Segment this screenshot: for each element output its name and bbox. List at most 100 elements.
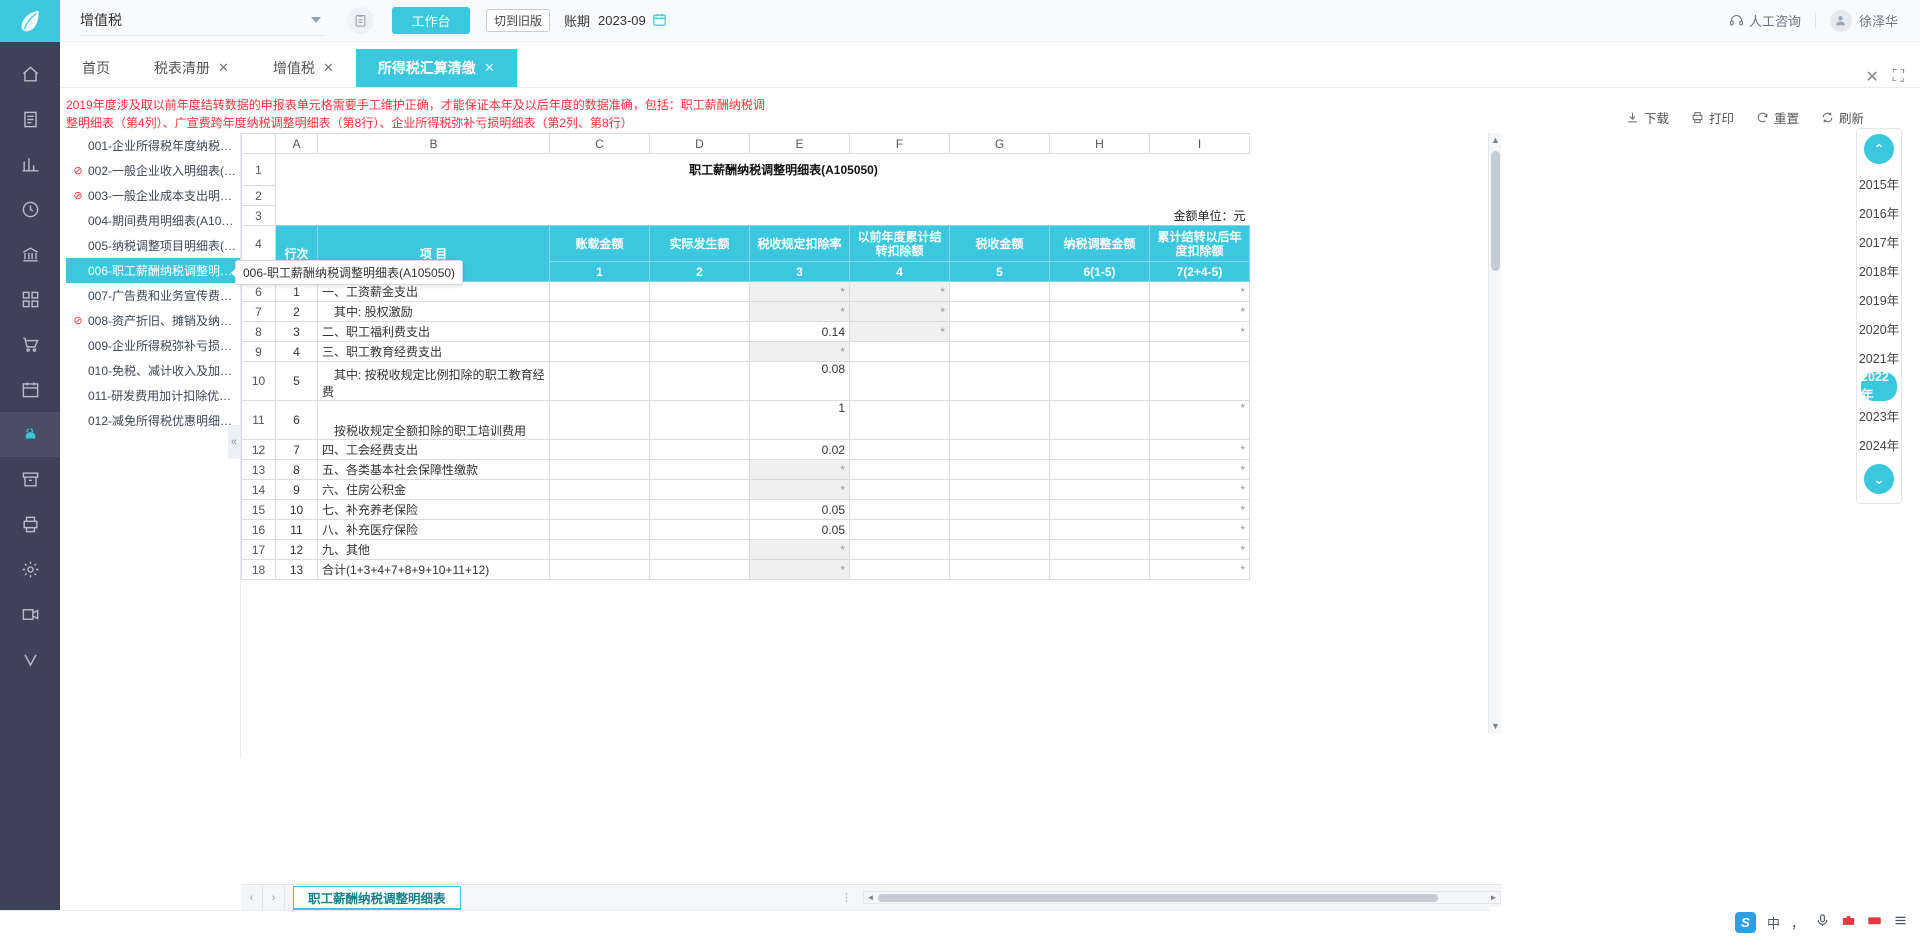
sheet-prev-button[interactable]: ‹: [241, 885, 263, 910]
cell-value[interactable]: *: [1149, 301, 1250, 322]
tab-tax-form-register[interactable]: 税表清册 ✕: [132, 49, 251, 87]
cell-value[interactable]: 1: [749, 400, 850, 440]
sheet-next-button[interactable]: ›: [263, 885, 285, 910]
cell-value[interactable]: [649, 459, 750, 480]
refresh-button[interactable]: 刷新: [1821, 108, 1864, 127]
form-list-item[interactable]: 009-企业所得税弥补亏损明...: [66, 333, 240, 358]
sidebar-item-clock[interactable]: [0, 187, 60, 232]
cell-value[interactable]: [649, 519, 750, 540]
cell-value[interactable]: *: [749, 281, 850, 302]
sidebar-item-bank[interactable]: [0, 232, 60, 277]
cell-value[interactable]: [1049, 341, 1150, 362]
cell-value[interactable]: [949, 361, 1050, 401]
form-list-item[interactable]: 001-企业所得税年度纳税申...: [66, 133, 240, 158]
sidebar-item-printer[interactable]: [0, 502, 60, 547]
cell-line-no[interactable]: 1: [275, 281, 318, 302]
col-header-C[interactable]: C: [549, 133, 650, 154]
cell-line-no[interactable]: 12: [275, 539, 318, 560]
cell-value[interactable]: [849, 341, 950, 362]
cell-value[interactable]: [1049, 519, 1150, 540]
sidebar-item-calendar[interactable]: [0, 367, 60, 412]
cell-value[interactable]: [1049, 400, 1150, 440]
cell-value[interactable]: [649, 321, 750, 342]
keyboard-icon[interactable]: [1867, 913, 1882, 931]
sidebar-collapse-handle[interactable]: «: [228, 425, 240, 459]
spreadsheet-grid[interactable]: A B C D E F G H I 1 职工薪酬纳税调整明细表(A105050)…: [241, 133, 1250, 580]
cell-line-no[interactable]: 11: [275, 519, 318, 540]
cell-value[interactable]: [1049, 479, 1150, 500]
cell-value[interactable]: [949, 539, 1050, 560]
cell-value[interactable]: 0.05: [749, 519, 850, 540]
cell-value[interactable]: *: [1149, 519, 1250, 540]
document-button[interactable]: [347, 7, 374, 34]
cell[interactable]: [275, 205, 318, 226]
cell-value[interactable]: [949, 281, 1050, 302]
toolbox-icon[interactable]: [1841, 913, 1856, 931]
year-item[interactable]: 2018年: [1858, 265, 1900, 279]
cell-value[interactable]: [949, 559, 1050, 580]
cell-value[interactable]: 0.08: [749, 361, 850, 401]
form-list-item[interactable]: 005-纳税调整项目明细表(A1...: [66, 233, 240, 258]
year-item[interactable]: 2016年: [1858, 207, 1900, 221]
row-header[interactable]: 16: [241, 519, 276, 540]
ime-punctuation-button[interactable]: ，: [1790, 915, 1804, 931]
form-list-item[interactable]: ⊘ 008-资产折旧、摊销及纳税...: [66, 308, 240, 333]
horizontal-scrollbar[interactable]: ◄ ►: [863, 891, 1501, 904]
cell-value[interactable]: [1049, 281, 1150, 302]
cell-value[interactable]: [549, 459, 650, 480]
cell-value[interactable]: *: [1149, 479, 1250, 500]
row-header[interactable]: 2: [241, 185, 276, 206]
cell[interactable]: [275, 153, 318, 186]
row-header[interactable]: 15: [241, 499, 276, 520]
col-header-I[interactable]: I: [1149, 133, 1250, 154]
cell-line-no[interactable]: 3: [275, 321, 318, 342]
cell-item-name[interactable]: 其中: 股权激励: [317, 301, 550, 322]
workbench-button[interactable]: 工作台: [392, 7, 470, 34]
cell-item-name[interactable]: 七、补充养老保险: [317, 499, 550, 520]
menu-icon[interactable]: [1893, 913, 1908, 931]
ime-logo-icon[interactable]: S: [1734, 911, 1756, 933]
cell-value[interactable]: [649, 499, 750, 520]
cell-value[interactable]: *: [749, 559, 850, 580]
cell-line-no[interactable]: 8: [275, 459, 318, 480]
cell-value[interactable]: [549, 519, 650, 540]
col-header-A[interactable]: A: [275, 133, 318, 154]
close-all-icon[interactable]: ✕: [1865, 69, 1879, 86]
cell-value[interactable]: [849, 479, 950, 500]
year-item[interactable]: 2019年: [1858, 294, 1900, 308]
cell-value[interactable]: [1049, 539, 1150, 560]
cell-value[interactable]: *: [1149, 539, 1250, 560]
form-list-item[interactable]: 007-广告费和业务宣传费跨...: [66, 283, 240, 308]
cell-value[interactable]: *: [749, 341, 850, 362]
row-header[interactable]: 9: [241, 341, 276, 362]
col-header-G[interactable]: G: [949, 133, 1050, 154]
cell-value[interactable]: *: [749, 479, 850, 500]
cell-value[interactable]: *: [1149, 559, 1250, 580]
cell-value[interactable]: [549, 439, 650, 460]
row-header[interactable]: 17: [241, 539, 276, 560]
cell-item-name[interactable]: 二、职工福利费支出: [317, 321, 550, 342]
cell-value[interactable]: [649, 479, 750, 500]
cell-line-no[interactable]: 6: [275, 400, 318, 440]
row-header[interactable]: 12: [241, 439, 276, 460]
cell-value[interactable]: [549, 400, 650, 440]
period-value[interactable]: 2023-09: [598, 13, 646, 28]
row-header[interactable]: 10: [241, 361, 276, 401]
cell-value[interactable]: *: [749, 459, 850, 480]
year-item[interactable]: 2017年: [1858, 236, 1900, 250]
cell-value[interactable]: [1049, 439, 1150, 460]
form-list-item[interactable]: 010-免税、减计收入及加计...: [66, 358, 240, 383]
cell-value[interactable]: [849, 400, 950, 440]
close-icon[interactable]: ✕: [218, 60, 229, 75]
cell-value[interactable]: [1049, 559, 1150, 580]
sidebar-item-v[interactable]: [0, 637, 60, 682]
sheet-menu-icon[interactable]: ⋮: [841, 892, 853, 904]
cell[interactable]: [275, 185, 1250, 206]
cell-value[interactable]: [949, 499, 1050, 520]
cell-value[interactable]: [549, 321, 650, 342]
cell-value[interactable]: [949, 439, 1050, 460]
cell-value[interactable]: [549, 341, 650, 362]
cell-value[interactable]: *: [1149, 281, 1250, 302]
col-header-D[interactable]: D: [649, 133, 750, 154]
year-item[interactable]: 2023年: [1858, 410, 1900, 424]
